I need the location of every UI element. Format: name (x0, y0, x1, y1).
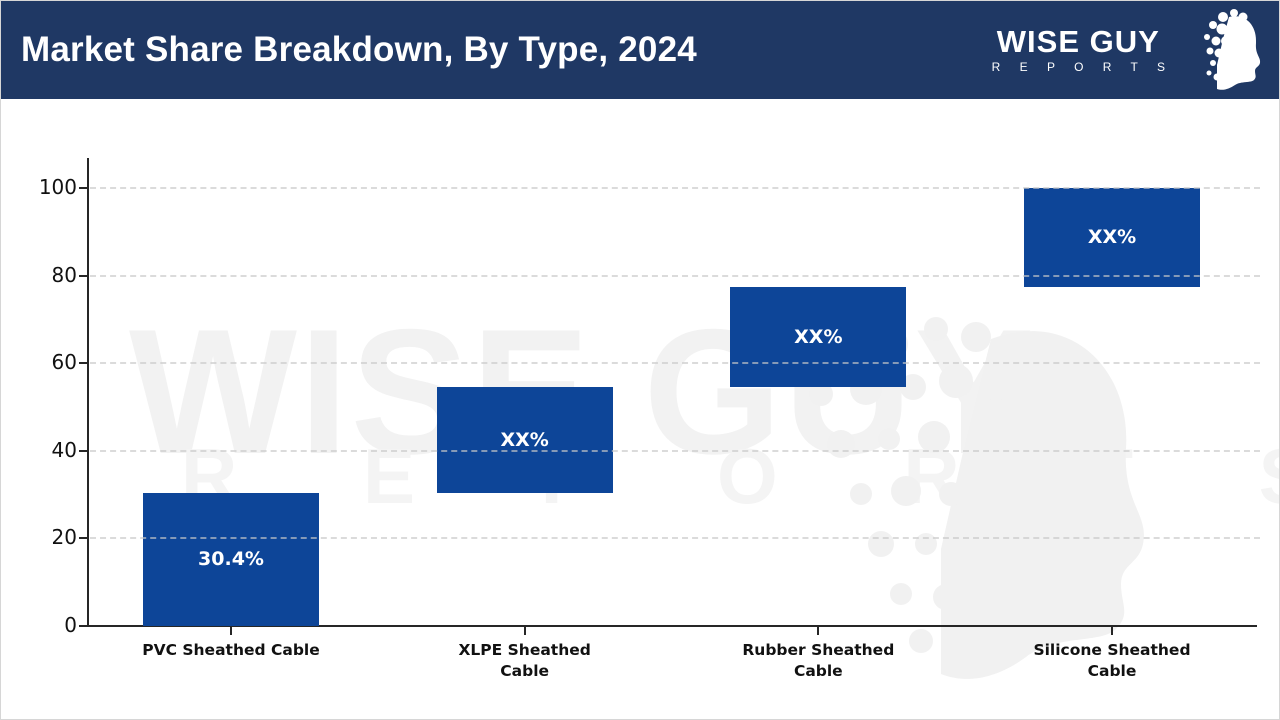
x-category-label: PVC Sheathed Cable (111, 640, 351, 661)
y-tick (79, 362, 87, 365)
x-category-label-line: PVC Sheathed Cable (142, 641, 320, 659)
gridline (90, 362, 1260, 365)
x-category-label-line: Cable (793, 662, 843, 680)
y-tick-label: 20 (51, 525, 77, 550)
header-bar: Market Share Breakdown, By Type, 2024 WI… (1, 1, 1279, 99)
y-axis (87, 158, 89, 627)
y-tick (79, 537, 87, 540)
bar (143, 492, 319, 626)
y-tick (79, 274, 87, 277)
brand-logo: WISE GUY R E P O R T S (984, 1, 1263, 99)
bar (1024, 188, 1200, 287)
brand-logo-text: WISE GUY R E P O R T S (984, 23, 1173, 74)
x-category-label-line: Cable (500, 662, 550, 680)
x-category-label-line: Rubber Sheathed (742, 641, 895, 659)
bar (730, 286, 907, 388)
x-category-label-line: XLPE Sheathed (458, 641, 591, 659)
brand-face-icon (1204, 9, 1261, 90)
bar (436, 387, 613, 493)
y-tick-label: 40 (51, 437, 77, 462)
page-title: Market Share Breakdown, By Type, 2024 (21, 30, 697, 69)
brand-subtitle: R E P O R T S (991, 59, 1173, 74)
y-tick (79, 449, 87, 452)
y-tick-label: 100 (38, 175, 77, 199)
bar-value-label: XX% (500, 429, 549, 452)
x-category-label: XLPE Sheathed Cable (405, 640, 645, 682)
x-tick (817, 627, 820, 635)
x-axis (86, 625, 1257, 627)
x-tick (1111, 627, 1113, 635)
y-tick (79, 187, 87, 189)
bar-value-label: XX% (794, 325, 843, 348)
x-tick (523, 627, 526, 635)
x-category-label: Rubber Sheathed Cable (698, 640, 938, 682)
x-tick (230, 627, 232, 635)
x-category-label-line: Silicone Sheathed (1033, 641, 1191, 659)
y-tick-label: 60 (51, 350, 77, 375)
x-category-label-line: Cable (1087, 662, 1137, 680)
y-tick (79, 625, 87, 627)
y-tick-label: 80 (51, 262, 77, 287)
gridline (90, 449, 1260, 452)
bar-value-label: 30.4% (198, 548, 264, 571)
y-tick-label: 0 (64, 613, 77, 637)
brand-name: WISE GUY (996, 23, 1160, 59)
bar-value-label: XX% (1087, 226, 1137, 249)
x-category-label: Silicone Sheathed Cable (992, 640, 1232, 682)
